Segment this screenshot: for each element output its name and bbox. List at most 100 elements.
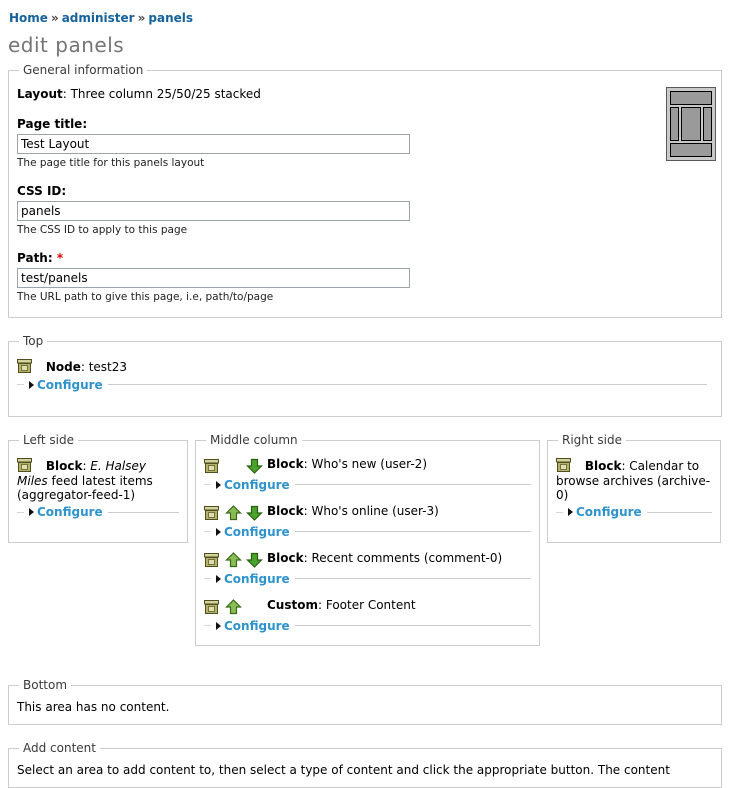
trash-icon[interactable] [17, 457, 33, 473]
pane-type-label: Block [45, 459, 83, 473]
required-marker: * [56, 251, 64, 265]
page-title-input[interactable] [17, 134, 410, 154]
pane-title: Who's online (user-3) [311, 504, 439, 518]
fieldset-border-line [107, 511, 179, 513]
path-input[interactable] [17, 268, 410, 288]
css-id-description: The CSS ID to apply to this page [17, 224, 188, 236]
general-information-legend: General information [23, 63, 144, 77]
configure-link[interactable]: Configure [37, 505, 103, 519]
layout-preview-middle-column [681, 107, 701, 141]
path-description: The URL path to give this page, i.e, pat… [17, 291, 274, 303]
pane-item-aggregator-feed: Block: E. Halsey Miles feed latest items… [17, 457, 179, 530]
colon: : [303, 551, 312, 565]
configure-link[interactable]: Configure [224, 571, 290, 586]
move-up-arrow-icon[interactable] [225, 599, 242, 615]
pane-item-line: Custom: Footer Content [204, 598, 531, 616]
page-title-description: The page title for this panels layout [17, 157, 205, 169]
configure-link[interactable]: Configure [224, 524, 290, 539]
collapse-triangle-icon[interactable] [216, 574, 221, 583]
move-down-arrow-icon[interactable] [246, 458, 263, 474]
bottom-area-empty-text: This area has no content. [17, 700, 170, 714]
configure-link[interactable]: Configure [576, 505, 642, 519]
pane-item-line: Block: E. Halsey Miles feed latest items… [17, 457, 179, 503]
collapse-triangle-icon[interactable] [216, 621, 221, 630]
fieldset-border-line [294, 484, 531, 485]
fieldset-border-dash [17, 384, 24, 385]
right-side-fieldset: Right side Block: Calendar to browse arc… [547, 433, 721, 543]
pane-item-whos-online: Block: Who's online (user-3) Configure [204, 504, 531, 539]
fieldset-border-dash [556, 511, 563, 513]
trash-icon[interactable] [556, 457, 572, 473]
right-side-legend: Right side [562, 433, 622, 447]
path-label-text: Path: [17, 251, 53, 265]
layout-summary: Layout: Three column 25/50/25 stacked [17, 87, 713, 101]
css-id-input[interactable] [17, 201, 410, 221]
breadcrumb-link-administer[interactable]: administer [61, 11, 135, 25]
pane-title-feed-name: E. Halsey Miles [17, 459, 146, 488]
trash-icon[interactable] [204, 599, 220, 615]
breadcrumb-link-panels[interactable]: panels [148, 11, 193, 25]
bottom-area-fieldset: Bottom This area has no content. [8, 678, 722, 725]
pane-item-line: Block: Who's new (user-2) [204, 457, 531, 475]
pane-type-label: Custom [267, 598, 318, 612]
fieldset-border-line [107, 384, 707, 385]
pane-title: Recent comments (comment-0) [311, 551, 503, 565]
pane-item-line: Block: Recent comments (comment-0) [204, 551, 531, 569]
colon: : [62, 87, 71, 101]
fieldset-border-line [646, 511, 712, 513]
configure-link[interactable]: Configure [224, 618, 290, 633]
pane-title: Footer Content [325, 598, 416, 612]
colon: : [621, 459, 630, 473]
three-column-stacked-layout-icon [666, 87, 716, 161]
colon: : [303, 504, 312, 518]
collapse-triangle-icon[interactable] [216, 527, 221, 536]
top-area-fieldset: Top Node: test23 Configure [8, 334, 722, 417]
pane-title: test23 [88, 360, 128, 374]
collapse-triangle-icon[interactable] [568, 508, 573, 516]
collapse-triangle-icon[interactable] [216, 480, 221, 489]
configure-link[interactable]: Configure [37, 377, 103, 392]
trash-icon[interactable] [204, 458, 220, 474]
fieldset-border-dash [204, 531, 211, 532]
pane-item-line: Node: test23 [17, 358, 713, 375]
pane-type-label: Block [584, 459, 622, 473]
fieldset-border-dash [204, 484, 211, 485]
breadcrumb-separator: » [50, 11, 59, 25]
pane-item-recent-comments: Block: Recent comments (comment-0) Confi… [204, 551, 531, 586]
fieldset-border-dash [17, 511, 24, 513]
trash-icon[interactable] [17, 358, 33, 374]
fieldset-border-line [294, 578, 531, 579]
layout-label: Layout [17, 87, 63, 101]
fieldset-border-dash [204, 578, 211, 579]
move-down-arrow-icon[interactable] [246, 552, 263, 568]
trash-icon[interactable] [204, 552, 220, 568]
collapse-triangle-icon[interactable] [29, 380, 34, 389]
add-content-description: Select an area to add content to, then s… [17, 763, 670, 777]
move-down-arrow-icon[interactable] [246, 505, 263, 521]
breadcrumb-link-home[interactable]: Home [9, 11, 48, 25]
pane-title: Calendar to browse archives (archive-0) [556, 459, 711, 502]
move-up-arrow-icon[interactable] [225, 552, 242, 568]
configure-collapsed-fieldset: Configure [17, 505, 179, 520]
collapse-triangle-icon[interactable] [29, 508, 34, 516]
configure-link[interactable]: Configure [224, 477, 290, 492]
colon: : [82, 459, 91, 473]
trash-icon[interactable] [204, 505, 220, 521]
page-title-form-item: Page title: The page title for this pane… [17, 117, 713, 169]
breadcrumb-separator: » [137, 11, 146, 25]
layout-value: Three column 25/50/25 stacked [70, 87, 261, 101]
pane-type-label: Block [267, 504, 304, 518]
pane-type-label: Node [45, 360, 81, 374]
path-form-item: Path: * The URL path to give this page, … [17, 251, 713, 303]
move-up-arrow-icon[interactable] [225, 505, 242, 521]
add-content-legend: Add content [23, 741, 96, 755]
general-information-fieldset: General information Layout: Three column… [8, 63, 722, 318]
configure-collapsed-fieldset: Configure [17, 377, 707, 392]
layout-preview-left-column [670, 107, 679, 141]
colon: : [317, 598, 326, 612]
configure-collapsed-fieldset: Configure [204, 524, 531, 539]
pane-item-archive: Block: Calendar to browse archives (arch… [556, 457, 712, 530]
top-area-legend: Top [23, 334, 44, 348]
configure-collapsed-fieldset: Configure [204, 618, 531, 633]
colon: : [303, 457, 312, 471]
